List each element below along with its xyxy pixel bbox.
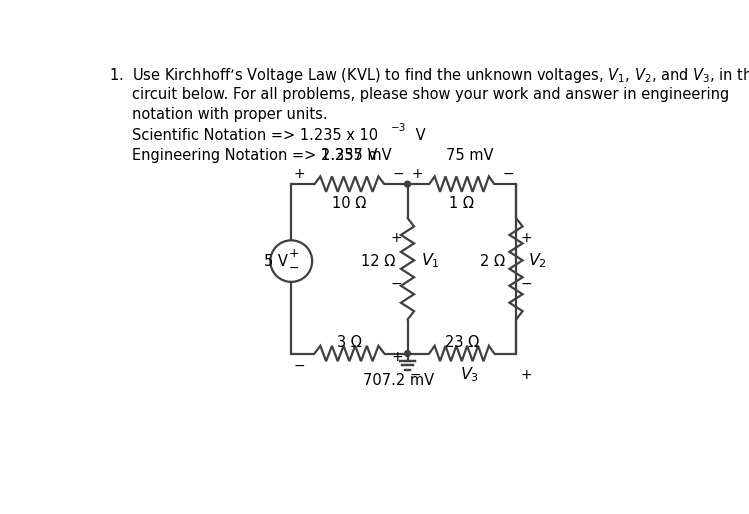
Text: 5 V: 5 V	[264, 253, 288, 269]
Text: 23 Ω: 23 Ω	[445, 335, 479, 350]
Text: V: V	[411, 127, 426, 142]
Text: $V_3$: $V_3$	[460, 366, 479, 384]
Text: Engineering Notation => 1.235 mV: Engineering Notation => 1.235 mV	[133, 148, 392, 163]
Text: 2.357 V: 2.357 V	[321, 149, 377, 163]
Circle shape	[404, 351, 410, 356]
Text: +: +	[289, 247, 300, 260]
Text: notation with proper units.: notation with proper units.	[133, 107, 328, 122]
Text: +: +	[293, 167, 305, 181]
Text: $V_1$: $V_1$	[421, 252, 440, 270]
Text: −: −	[289, 262, 300, 276]
Text: 707.2 mV: 707.2 mV	[363, 373, 434, 388]
Text: 10 Ω: 10 Ω	[333, 196, 366, 211]
Text: 1 Ω: 1 Ω	[449, 196, 474, 211]
Text: +: +	[392, 350, 403, 363]
Text: 2 Ω: 2 Ω	[480, 253, 505, 269]
Text: −3: −3	[391, 123, 407, 133]
Text: Scientific Notation => 1.235 x 10: Scientific Notation => 1.235 x 10	[133, 127, 378, 142]
Text: −: −	[390, 277, 401, 291]
Text: $V_2$: $V_2$	[528, 252, 548, 270]
Text: +: +	[412, 167, 423, 181]
Circle shape	[404, 181, 410, 187]
Text: −: −	[392, 167, 404, 181]
Text: −: −	[503, 167, 514, 181]
Text: circuit below. For all problems, please show your work and answer in engineering: circuit below. For all problems, please …	[133, 87, 730, 102]
Text: +: +	[521, 368, 532, 382]
Text: +: +	[390, 231, 401, 245]
Text: −: −	[410, 368, 421, 382]
Text: 1.  Use Kirchhoff’s Voltage Law (KVL) to find the unknown voltages, $V_1$, $V_2$: 1. Use Kirchhoff’s Voltage Law (KVL) to …	[109, 66, 749, 85]
Text: −: −	[293, 359, 305, 373]
Text: +: +	[521, 231, 532, 245]
Text: 75 mV: 75 mV	[446, 149, 494, 163]
Text: −: −	[521, 277, 532, 291]
Text: 12 Ω: 12 Ω	[361, 253, 395, 269]
Text: 3 Ω: 3 Ω	[337, 335, 362, 350]
